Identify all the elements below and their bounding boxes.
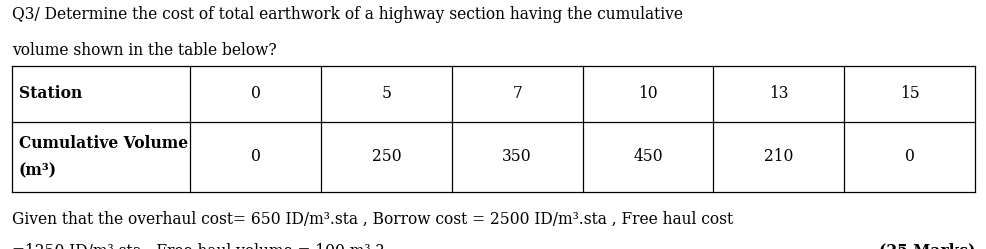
Text: =1250 ID/m³.sta , Free haul volume = 100 m³.?: =1250 ID/m³.sta , Free haul volume = 100… — [12, 243, 384, 249]
Text: Cumulative Volume: Cumulative Volume — [19, 135, 187, 152]
Text: 5: 5 — [381, 85, 390, 103]
Text: Station: Station — [19, 85, 82, 103]
Text: 13: 13 — [768, 85, 788, 103]
Text: 15: 15 — [899, 85, 919, 103]
Text: Q3/ Determine the cost of total earthwork of a highway section having the cumula: Q3/ Determine the cost of total earthwor… — [12, 6, 682, 23]
Text: 250: 250 — [371, 148, 400, 165]
Text: 0: 0 — [250, 85, 260, 103]
Text: (m³): (m³) — [19, 162, 57, 179]
Text: (25 Marks): (25 Marks) — [878, 243, 974, 249]
Text: volume shown in the table below?: volume shown in the table below? — [12, 42, 276, 59]
Text: Given that the overhaul cost= 650 ID/m³.sta , Borrow cost = 2500 ID/m³.sta , Fre: Given that the overhaul cost= 650 ID/m³.… — [12, 210, 733, 227]
Text: 0: 0 — [250, 148, 260, 165]
Text: 450: 450 — [633, 148, 663, 165]
Text: 0: 0 — [904, 148, 914, 165]
Text: 210: 210 — [763, 148, 793, 165]
Text: 10: 10 — [638, 85, 658, 103]
Text: 7: 7 — [512, 85, 522, 103]
Text: 350: 350 — [502, 148, 531, 165]
